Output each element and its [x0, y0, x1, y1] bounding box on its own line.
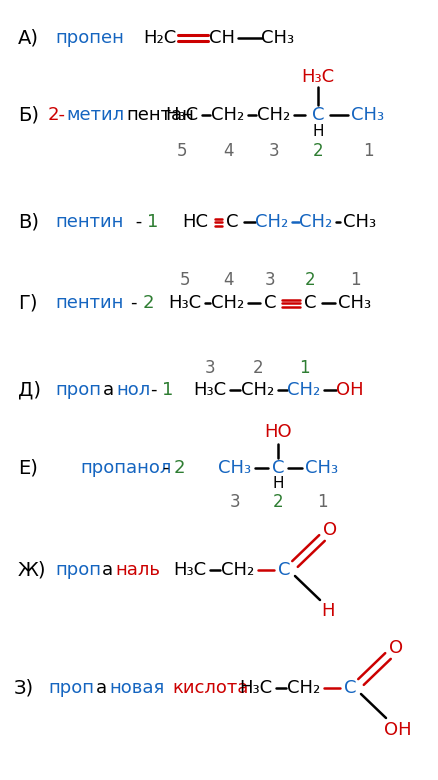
- Text: 2: 2: [273, 493, 283, 511]
- Text: CH₂: CH₂: [255, 213, 289, 231]
- Text: 5: 5: [177, 142, 187, 160]
- Text: пентин: пентин: [55, 294, 124, 312]
- Text: В): В): [18, 212, 39, 232]
- Text: H₃C: H₃C: [169, 294, 201, 312]
- Text: H: H: [321, 602, 335, 620]
- Text: пентан: пентан: [126, 106, 194, 124]
- Text: C: C: [344, 679, 356, 697]
- Text: проп: проп: [55, 381, 101, 399]
- Text: CH₂: CH₂: [241, 381, 275, 399]
- Text: CH₂: CH₂: [221, 561, 254, 579]
- Text: а: а: [102, 561, 113, 579]
- Text: кислота: кислота: [172, 679, 248, 697]
- Text: H: H: [312, 123, 324, 139]
- Text: C: C: [312, 106, 324, 124]
- Text: CH₂: CH₂: [300, 213, 332, 231]
- Text: CH₂: CH₂: [258, 106, 291, 124]
- Text: 1: 1: [147, 213, 159, 231]
- Text: 1: 1: [350, 271, 360, 289]
- Text: -: -: [150, 381, 156, 399]
- Text: CH₃: CH₃: [219, 459, 251, 477]
- Text: CH₃: CH₃: [343, 213, 377, 231]
- Text: -: -: [130, 294, 137, 312]
- Text: а: а: [103, 381, 114, 399]
- Text: 5: 5: [180, 271, 190, 289]
- Text: H₃C: H₃C: [173, 561, 207, 579]
- Text: Г): Г): [18, 293, 38, 313]
- Text: C: C: [272, 459, 284, 477]
- Text: C: C: [304, 294, 316, 312]
- Text: Ж): Ж): [18, 561, 46, 580]
- Text: пропен: пропен: [55, 29, 124, 47]
- Text: CH₃: CH₃: [351, 106, 385, 124]
- Text: CH₂: CH₂: [287, 679, 321, 697]
- Text: Д): Д): [18, 381, 41, 399]
- Text: 2: 2: [305, 271, 315, 289]
- Text: пропанол: пропанол: [80, 459, 171, 477]
- Text: 2: 2: [313, 142, 323, 160]
- Text: H₃C: H₃C: [301, 68, 335, 86]
- Text: новая: новая: [109, 679, 164, 697]
- Text: C: C: [226, 213, 238, 231]
- Text: проп: проп: [55, 561, 101, 579]
- Text: CH₃: CH₃: [339, 294, 371, 312]
- Text: Е): Е): [18, 459, 38, 477]
- Text: HC: HC: [182, 213, 208, 231]
- Text: метил: метил: [66, 106, 124, 124]
- Text: CH: CH: [209, 29, 235, 47]
- Text: А): А): [18, 29, 39, 48]
- Text: 3: 3: [205, 359, 215, 377]
- Text: пентин: пентин: [55, 213, 124, 231]
- Text: нол: нол: [116, 381, 150, 399]
- Text: OH: OH: [384, 721, 412, 739]
- Text: H₃C: H₃C: [194, 381, 226, 399]
- Text: З): З): [14, 679, 34, 697]
- Text: 4: 4: [223, 142, 233, 160]
- Text: H₂C: H₂C: [143, 29, 177, 47]
- Text: HO: HO: [264, 423, 292, 441]
- Text: CH₂: CH₂: [212, 294, 245, 312]
- Text: -: -: [162, 459, 169, 477]
- Text: а: а: [96, 679, 107, 697]
- Text: OH: OH: [336, 381, 364, 399]
- Text: 1: 1: [162, 381, 173, 399]
- Text: 2-: 2-: [48, 106, 66, 124]
- Text: 2: 2: [174, 459, 186, 477]
- Text: -: -: [130, 213, 142, 231]
- Text: 3: 3: [265, 271, 276, 289]
- Text: H: H: [272, 476, 284, 491]
- Text: CH₃: CH₃: [261, 29, 295, 47]
- Text: CH₂: CH₂: [287, 381, 321, 399]
- Text: CH₃: CH₃: [305, 459, 339, 477]
- Text: H₃C: H₃C: [166, 106, 198, 124]
- Text: 1: 1: [363, 142, 373, 160]
- Text: H₃C: H₃C: [240, 679, 272, 697]
- Text: 2: 2: [253, 359, 263, 377]
- Text: 1: 1: [317, 493, 327, 511]
- Text: 3: 3: [268, 142, 279, 160]
- Text: Б): Б): [18, 105, 39, 125]
- Text: 3: 3: [230, 493, 240, 511]
- Text: 1: 1: [299, 359, 309, 377]
- Text: CH₂: CH₂: [212, 106, 245, 124]
- Text: 4: 4: [223, 271, 233, 289]
- Text: C: C: [278, 561, 290, 579]
- Text: C: C: [264, 294, 276, 312]
- Text: O: O: [323, 521, 337, 539]
- Text: проп: проп: [48, 679, 94, 697]
- Text: наль: наль: [115, 561, 160, 579]
- Text: O: O: [389, 639, 403, 657]
- Text: 2: 2: [143, 294, 155, 312]
